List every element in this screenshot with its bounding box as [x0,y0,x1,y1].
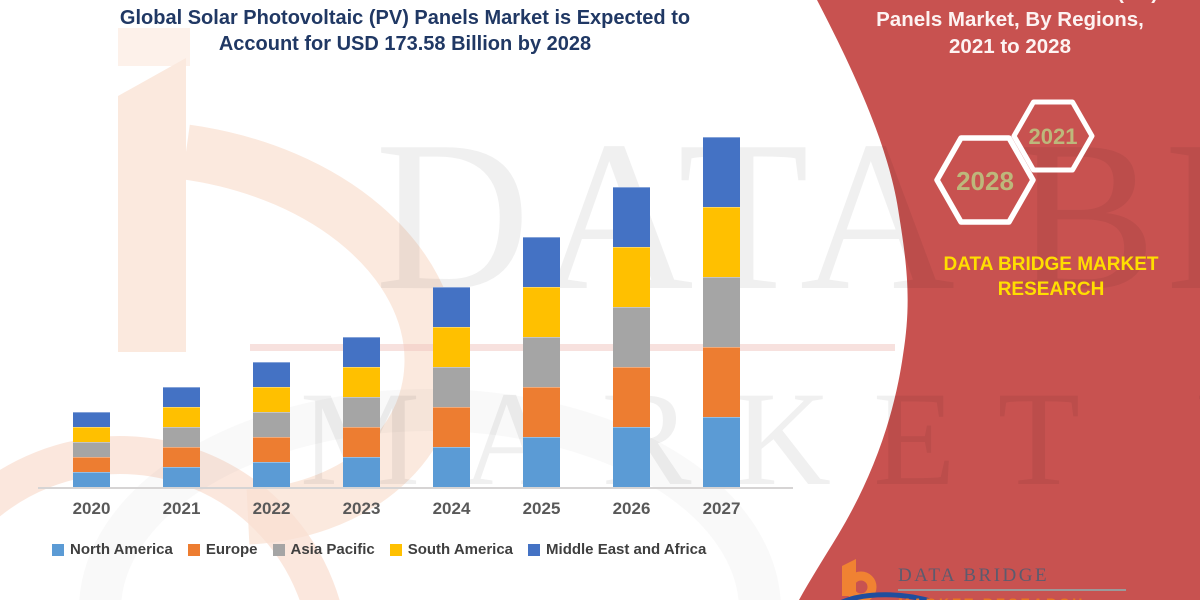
bar-segment-2021-asia-pacific [163,427,200,447]
bar-segment-2024-north-america [433,447,470,487]
x-axis-label-2023: 2023 [342,499,381,518]
bar-segment-2026-south-america [613,247,650,307]
legend-swatch-icon [187,543,200,556]
bar-segment-2027-south-america [703,207,740,277]
x-axis-label-2025: 2025 [522,499,561,518]
legend-label: Asia Pacific [290,541,375,558]
bar-segment-2023-asia-pacific [343,397,380,427]
bar-segment-2025-north-america [523,437,560,487]
legend-label: Middle East and Africa [546,541,707,558]
bar-segment-2027-europe [703,347,740,417]
legend-label: North America [70,541,173,558]
legend-label: Europe [205,541,258,558]
legend-swatch-icon [52,543,64,556]
legend-item-middle-east-and-africa: Middle East and Africa [528,541,706,558]
bar-segment-2026-asia-pacific [613,307,650,367]
bar-segment-2020-europe [73,457,110,472]
x-axis-label-2024: 2024 [432,499,471,518]
hexagon-year-2021: 2021 [1028,124,1078,149]
legend-item-europe: Europe [187,541,258,558]
x-axis-label-2021: 2021 [162,499,201,518]
x-axis-label-2026: 2026 [612,499,651,518]
bar-segment-2021-middle-east-and-africa [163,387,200,407]
logo-divider [898,589,1126,591]
bar-segment-2025-middle-east-and-africa [523,237,560,287]
panel-title: Global Solar Photovoltaic (PV) Panels Ma… [855,0,1165,60]
bar-segment-2023-middle-east-and-africa [343,337,380,367]
bar-segment-2025-europe [523,387,560,437]
chart-legend: North America Europe Asia Pacific South Ame… [52,541,706,558]
legend-item-north-america: North America [52,541,173,558]
bar-segment-2027-north-america [703,417,740,487]
bar-segment-2026-middle-east-and-africa [613,187,650,247]
bar-segment-2021-south-america [163,407,200,427]
bar-segment-2026-europe [613,367,650,427]
bar-segment-2020-north-america [73,472,110,487]
bar-segment-2021-north-america [163,467,200,487]
bar-segment-2024-europe [433,407,470,447]
bar-segment-2027-asia-pacific [703,277,740,347]
bar-segment-2023-south-america [343,367,380,397]
legend-swatch-icon [389,543,402,556]
legend-swatch-icon [528,543,541,556]
x-axis-label-2022: 2022 [252,499,291,518]
panel-title-line2: Panels Market, By Regions, [876,8,1144,31]
bar-segment-2020-middle-east-and-africa [73,412,110,427]
panel-title-line3: 2021 to 2028 [949,35,1071,58]
bar-segment-2024-asia-pacific [433,367,470,407]
page-title-line2: Account for USD 173.58 Billion by 2028 [218,33,592,55]
bar-segment-2021-europe [163,447,200,467]
bar-segment-2025-south-america [523,287,560,337]
bar-segment-2027-middle-east-and-africa [703,137,740,207]
bar-segment-2020-asia-pacific [73,442,110,457]
bar-segment-2024-middle-east-and-africa [433,287,470,327]
bar-segment-2022-asia-pacific [253,412,290,437]
bar-segment-2023-europe [343,427,380,457]
bar-segment-2020-south-america [73,427,110,442]
bar-segment-2022-middle-east-and-africa [253,362,290,387]
databridge-logo-icon [841,559,936,600]
databridge-logo: DATA BRIDGE MARKET RESEARCH [836,558,1126,600]
page-title-line1: Global Solar Photovoltaic (PV) Panels Ma… [119,7,691,29]
legend-item-south-america: South America [389,541,514,558]
x-axis-label-2027: 2027 [702,499,741,518]
bar-segment-2024-south-america [433,327,470,367]
panel-title-line1: Global Solar Photovoltaic (PV) [855,0,1165,6]
bar-segment-2025-asia-pacific [523,337,560,387]
bar-segment-2022-europe [253,437,290,462]
panel-brand-text: DATA BRIDGE MARKET RESEARCH [943,254,1159,300]
x-axis-label-2020: 2020 [72,499,111,518]
bar-segment-2022-north-america [253,462,290,487]
legend-item-asia-pacific: Asia Pacific [272,541,375,558]
bar-segment-2023-north-america [343,457,380,487]
x-axis-line [38,487,793,489]
logo-sub-text: MARKET RESEARCH [898,595,1126,600]
bar-segment-2022-south-america [253,387,290,412]
legend-label: South America [407,541,514,558]
logo-name-text: DATA BRIDGE [898,565,1050,586]
hexagon-year-2028: 2028 [956,166,1014,196]
legend-swatch-icon [272,543,285,556]
bar-segment-2026-north-america [613,427,650,487]
page-title: Global Solar Photovoltaic (PV) Panels Ma… [60,5,750,57]
